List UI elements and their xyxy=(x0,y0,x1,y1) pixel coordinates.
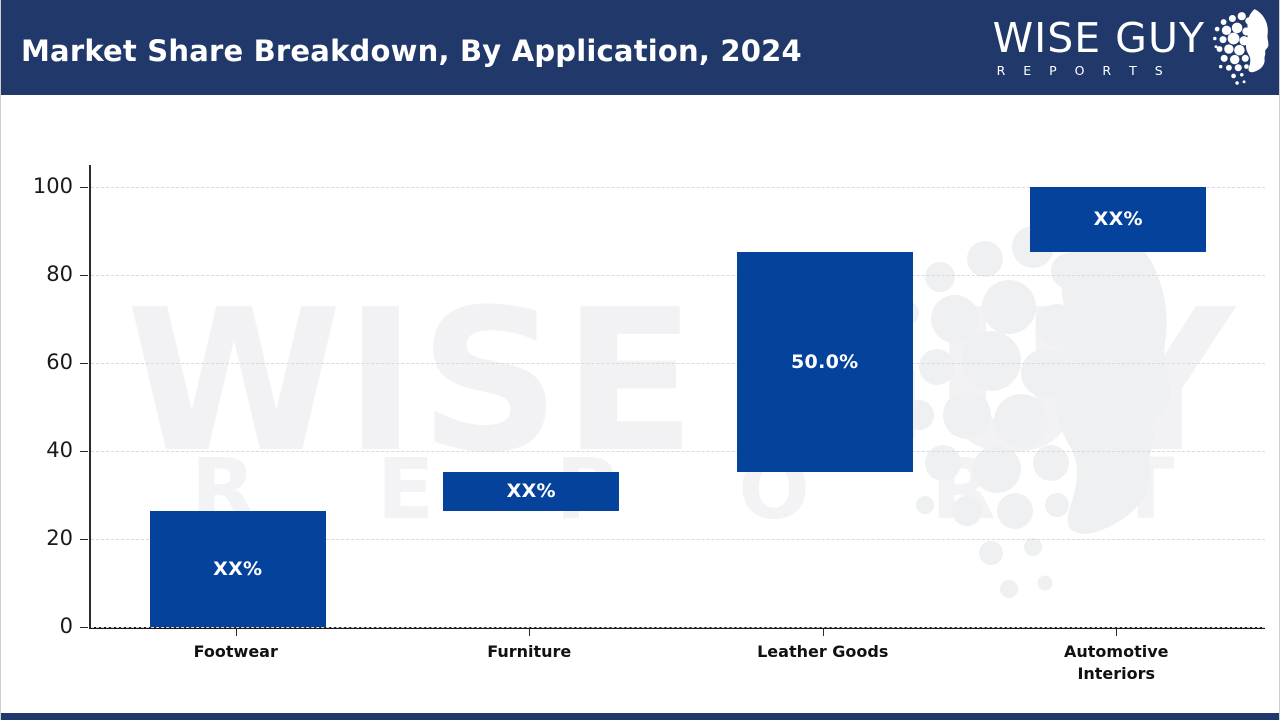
y-axis-tick xyxy=(80,451,88,452)
footer-bar xyxy=(1,713,1279,720)
brand-logo: WISE GUY R E P O R T S xyxy=(992,14,1205,79)
y-axis-tick xyxy=(80,363,88,364)
brand-subtitle: R E P O R T S xyxy=(996,63,1170,78)
x-axis-label-leather-goods: Leather Goods xyxy=(757,642,889,661)
y-axis-tick-label: 60 xyxy=(46,350,73,374)
plot-area: XX% XX% 50.0% XX% xyxy=(89,165,1265,629)
y-axis-tick-label: 80 xyxy=(46,262,73,286)
y-axis-tick-label: 20 xyxy=(46,526,73,550)
gridline-y60 xyxy=(91,363,1265,364)
x-axis-tick xyxy=(1116,629,1118,636)
gridline-y0 xyxy=(91,627,1265,628)
y-axis-tick-label: 0 xyxy=(59,614,73,638)
y-axis-tick xyxy=(80,187,88,188)
x-axis-label-footwear: Footwear xyxy=(193,642,278,661)
brand-name: WISE GUY xyxy=(992,14,1205,62)
header-bar: Market Share Breakdown, By Application, … xyxy=(1,0,1279,95)
gridline-y40 xyxy=(91,451,1265,452)
y-axis-tick xyxy=(80,539,88,540)
wise-guy-head-icon xyxy=(1213,9,1269,85)
y-axis-tick-label: 100 xyxy=(32,174,73,198)
bar-value-label: XX% xyxy=(506,480,556,503)
gridline-y20 xyxy=(91,539,1265,540)
bar-footwear: XX% xyxy=(149,510,326,627)
x-axis-tick xyxy=(235,629,237,636)
bar-value-label: 50.0% xyxy=(791,350,859,373)
y-axis-tick xyxy=(80,275,88,276)
page-title: Market Share Breakdown, By Application, … xyxy=(21,34,802,68)
bar-furniture: XX% xyxy=(443,471,620,511)
bar-value-label: XX% xyxy=(1093,208,1143,231)
y-axis-tick-label: 40 xyxy=(46,438,73,462)
bar-value-label: XX% xyxy=(213,557,263,580)
gridline-y100 xyxy=(91,187,1265,188)
x-axis-tick xyxy=(822,629,824,636)
x-axis-label-automotive-interiors: Automotive Interiors xyxy=(1064,642,1169,683)
x-axis-tick xyxy=(529,629,531,636)
gridline-y80 xyxy=(91,275,1265,276)
y-axis-tick xyxy=(80,627,88,628)
x-axis-label-furniture: Furniture xyxy=(487,642,572,661)
bar-automotive-interiors: XX% xyxy=(1030,187,1207,252)
bar-leather-goods: 50.0% xyxy=(736,251,913,472)
